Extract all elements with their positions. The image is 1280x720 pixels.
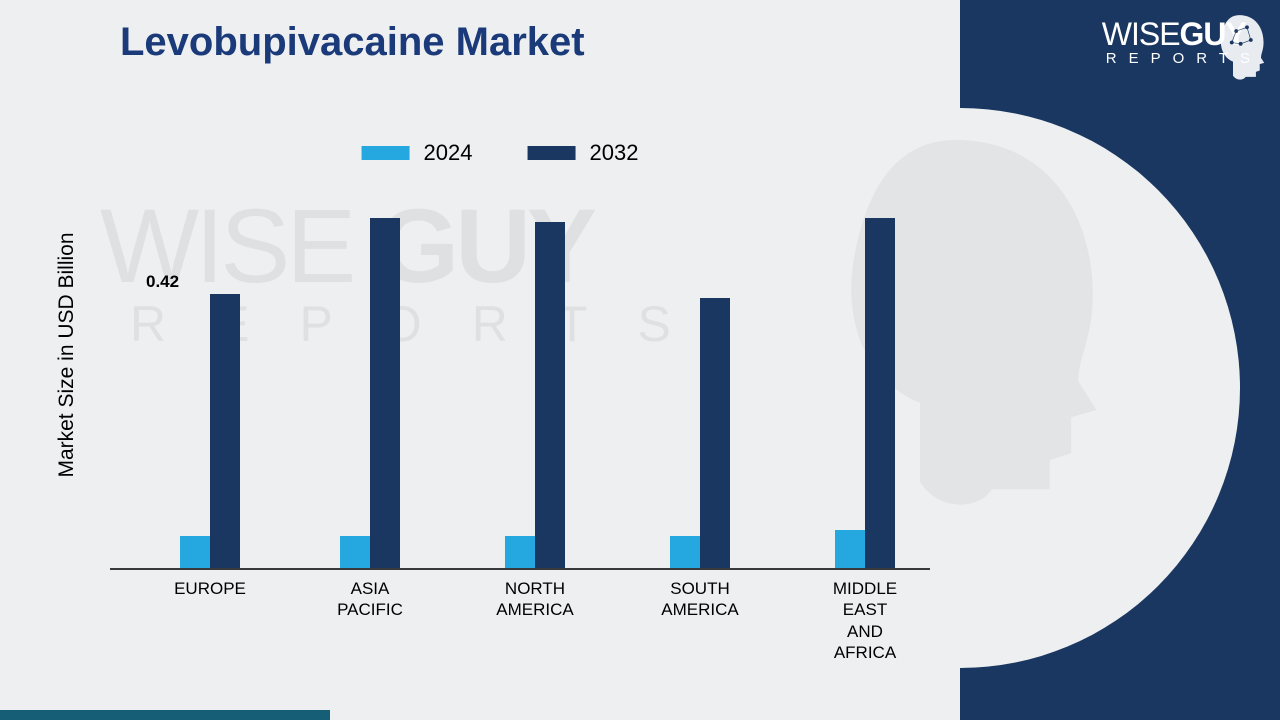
- bar: [340, 536, 370, 568]
- bar-group: 0.42EUROPE: [135, 294, 285, 568]
- legend-label-2024: 2024: [424, 140, 473, 166]
- legend-swatch-2024: [362, 146, 410, 160]
- y-axis-label: Market Size in USD Billion: [55, 232, 79, 477]
- legend-label-2032: 2032: [590, 140, 639, 166]
- bar-value-label: 0.42: [146, 272, 179, 292]
- bar-group: ASIAPACIFIC: [295, 218, 445, 568]
- bar-group: SOUTHAMERICA: [625, 298, 775, 568]
- bar: [865, 218, 895, 568]
- legend-item-2032: 2032: [528, 140, 639, 166]
- category-label: ASIAPACIFIC: [300, 578, 440, 621]
- bar: [700, 298, 730, 568]
- chart-area: Market Size in USD Billion 2024 2032 0.4…: [55, 140, 945, 700]
- bar-group: NORTHAMERICA: [460, 222, 610, 568]
- legend: 2024 2032: [362, 140, 639, 166]
- brand-logo: WISEGUY REPORTS: [1102, 18, 1262, 67]
- plot-area: 0.42EUROPEASIAPACIFICNORTHAMERICASOUTHAM…: [110, 190, 930, 570]
- bar: [835, 530, 865, 568]
- legend-swatch-2032: [528, 146, 576, 160]
- chart-title: Levobupivacaine Market: [120, 20, 585, 65]
- head-icon: [1198, 12, 1268, 82]
- bar: [370, 218, 400, 568]
- category-label: EUROPE: [140, 578, 280, 599]
- logo-word-1: WISE: [1102, 16, 1180, 52]
- bar: [535, 222, 565, 568]
- bar: [505, 536, 535, 568]
- category-label: SOUTHAMERICA: [630, 578, 770, 621]
- bar: [180, 536, 210, 568]
- bar-group: MIDDLEEASTANDAFRICA: [790, 218, 940, 568]
- bar: [210, 294, 240, 568]
- category-label: NORTHAMERICA: [465, 578, 605, 621]
- bar: [670, 536, 700, 568]
- legend-item-2024: 2024: [362, 140, 473, 166]
- category-label: MIDDLEEASTANDAFRICA: [795, 578, 935, 663]
- bottom-accent-bar: [0, 710, 330, 720]
